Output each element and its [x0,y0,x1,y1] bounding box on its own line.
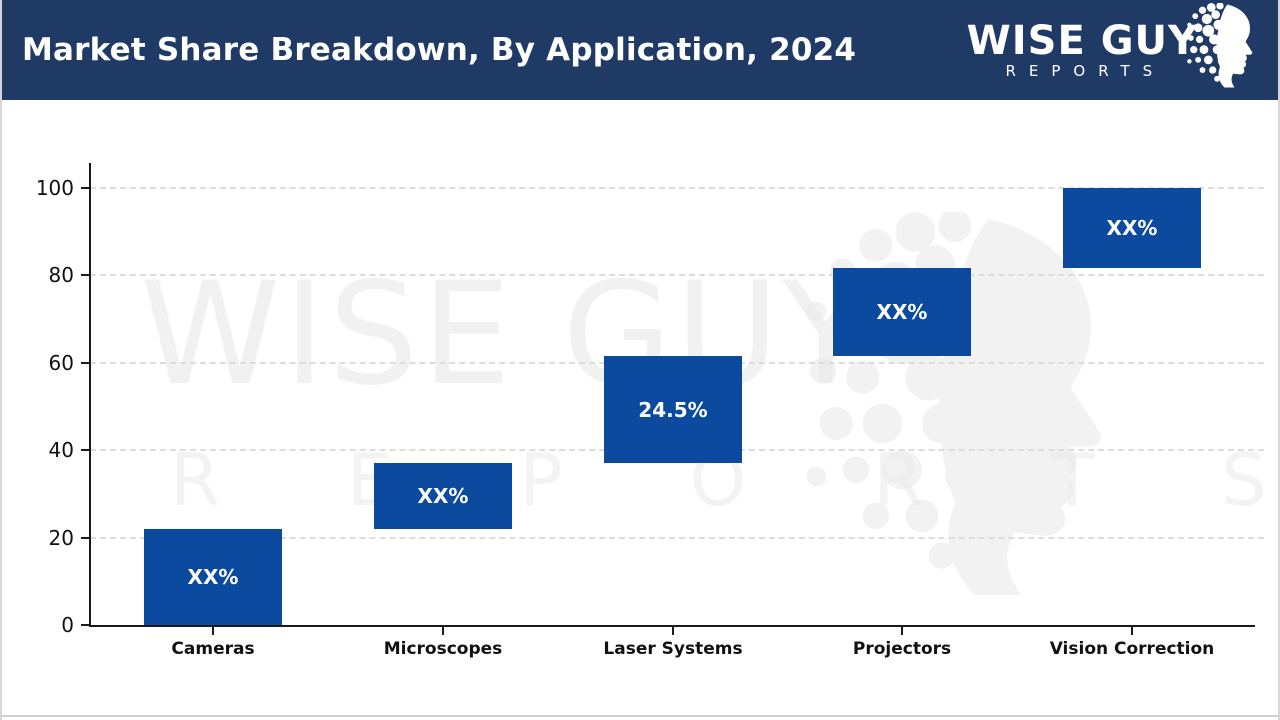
y-tick-mark [81,449,89,451]
y-tick-label: 100 [35,175,74,200]
x-category-label: Laser Systems [603,639,743,659]
x-category-label: Projectors [852,639,952,659]
x-tick-mark [672,627,674,635]
x-tick-mark [1131,627,1133,635]
x-category-label: Microscopes [383,639,503,659]
y-tick-mark [81,274,89,276]
x-category-label: Vision Correction [1049,639,1215,659]
y-tick-label: 20 [48,525,74,550]
bar-value-label: XX% [187,564,239,589]
logo-text: WISE GUY REPORTS [967,20,1198,80]
x-tick-mark [901,627,903,635]
bar-value-label: XX% [1106,215,1158,240]
wiseguy-logo: WISE GUY REPORTS [967,2,1258,93]
x-tick-mark [212,627,214,635]
logo-face-dots [1182,2,1258,93]
y-tick-label: 60 [48,350,74,375]
logo-reports-label: REPORTS [1005,62,1166,80]
y-tick-label: 80 [48,263,74,287]
y-axis-line [89,163,91,627]
y-tick-label: 40 [48,438,74,462]
bar-value-label: XX% [876,300,928,325]
y-tick-mark [81,624,89,626]
x-tick-mark [442,627,444,635]
y-tick-mark [81,536,89,539]
header-bar: Market Share Breakdown, By Application, … [2,0,1278,100]
bar-segment: XX% [144,528,282,625]
bar-value-label: 24.5% [638,397,708,422]
wiseguy-face-icon [1187,2,1253,88]
bar-segment: XX% [1063,187,1201,269]
bar-segment: 24.5% [604,355,742,464]
bar-segment: XX% [833,268,971,356]
logo-wiseguy-label: WISE GUY [966,18,1198,64]
watermark-text-wiseguy: WISE GUY [140,252,872,417]
x-category-label: Cameras [171,639,255,659]
y-tick-mark [81,361,89,364]
bottom-border [2,715,1278,717]
y-tick-label: 0 [61,613,74,637]
y-tick-mark [81,186,89,189]
bar-value-label: XX% [417,483,469,508]
bar-segment: XX% [374,463,512,529]
chart-title: Market Share Breakdown, By Application, … [22,32,857,68]
gridline [90,186,1264,189]
gridline [90,536,1264,539]
x-axis-line [89,625,1255,627]
gridline [90,274,1264,276]
